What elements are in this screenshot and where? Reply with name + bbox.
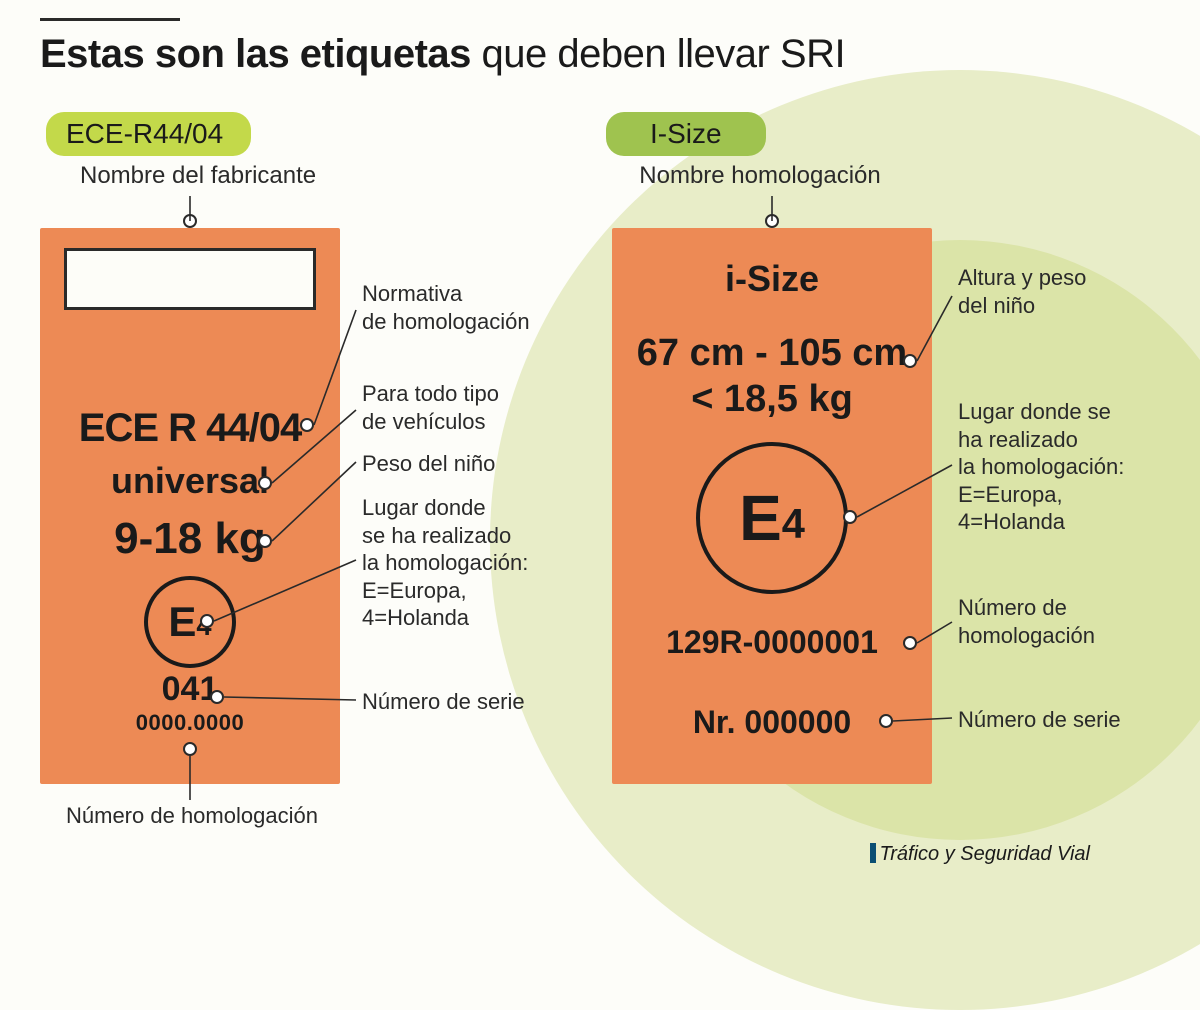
callout-vehiculos: Para todo tipo de vehículos bbox=[362, 380, 499, 435]
top-rule bbox=[40, 18, 180, 21]
column-ece: ECE-R44/04 Nombre del fabricante bbox=[40, 112, 600, 190]
ece-homol-number: 0000.0000 bbox=[40, 710, 340, 736]
isize-range-line2: < 18,5 kg bbox=[612, 378, 932, 421]
pill-isize: I-Size bbox=[606, 112, 766, 156]
dot-homol-l bbox=[183, 742, 197, 756]
headline-light: que deben llevar SRI bbox=[471, 32, 845, 76]
isize-range-line1: 67 cm - 105 cm bbox=[612, 332, 932, 375]
ece-weight: 9-18 kg bbox=[40, 514, 340, 564]
credit-bar-icon bbox=[870, 843, 876, 863]
dot-std bbox=[300, 418, 314, 432]
dot-e4-l bbox=[200, 614, 214, 628]
pill-ece: ECE-R44/04 bbox=[46, 112, 251, 156]
callout-nhomol: Número de homologación bbox=[958, 594, 1095, 649]
column-isize: I-Size Nombre homologación bbox=[600, 112, 1180, 190]
dot-isize-range bbox=[903, 354, 917, 368]
isize-homol-number: 129R-0000001 bbox=[612, 624, 932, 661]
dot-isize-name bbox=[765, 214, 779, 228]
dot-e4-r bbox=[843, 510, 857, 524]
dot-homol-r bbox=[903, 636, 917, 650]
subhead-isize: Nombre homologación bbox=[600, 162, 920, 190]
callout-peso: Peso del niño bbox=[362, 450, 495, 478]
ece-e4-circle: E4 bbox=[144, 576, 236, 668]
dot-serial-l bbox=[210, 690, 224, 704]
callout-homol-l: Número de homologación bbox=[66, 802, 318, 830]
callout-norma: Normativa de homologación bbox=[362, 280, 530, 335]
dot-serial-r bbox=[879, 714, 893, 728]
card-isize: i-Size 67 cm - 105 cm < 18,5 kg E4 129R-… bbox=[612, 228, 932, 784]
callout-lugar-r: Lugar donde se ha realizado la homologac… bbox=[958, 398, 1124, 536]
manufacturer-box bbox=[64, 248, 316, 310]
ece-universal: universal bbox=[40, 460, 340, 502]
ece-serial: 041 bbox=[40, 670, 340, 709]
credit: Tráfico y Seguridad Vial bbox=[870, 843, 1090, 866]
callout-lugar-l: Lugar donde se ha realizado la homologac… bbox=[362, 494, 528, 632]
headline-bold: Estas son las etiquetas bbox=[40, 32, 471, 76]
callout-serie-l: Número de serie bbox=[362, 688, 525, 716]
callout-serie-r: Número de serie bbox=[958, 706, 1121, 734]
page-title: Estas son las etiquetas que deben llevar… bbox=[40, 32, 845, 77]
card-ece: ECE R 44/04 universal 9-18 kg E4 041 000… bbox=[40, 228, 340, 784]
subhead-ece: Nombre del fabricante bbox=[80, 162, 600, 190]
ece-standard: ECE R 44/04 bbox=[40, 406, 340, 451]
isize-name: i-Size bbox=[612, 258, 932, 300]
credit-text: Tráfico y Seguridad Vial bbox=[880, 843, 1090, 865]
dot-weight bbox=[258, 534, 272, 548]
isize-e4-circle: E4 bbox=[696, 442, 848, 594]
dot-univ bbox=[258, 476, 272, 490]
dot-mfr bbox=[183, 214, 197, 228]
callout-altura: Altura y peso del niño bbox=[958, 264, 1086, 319]
